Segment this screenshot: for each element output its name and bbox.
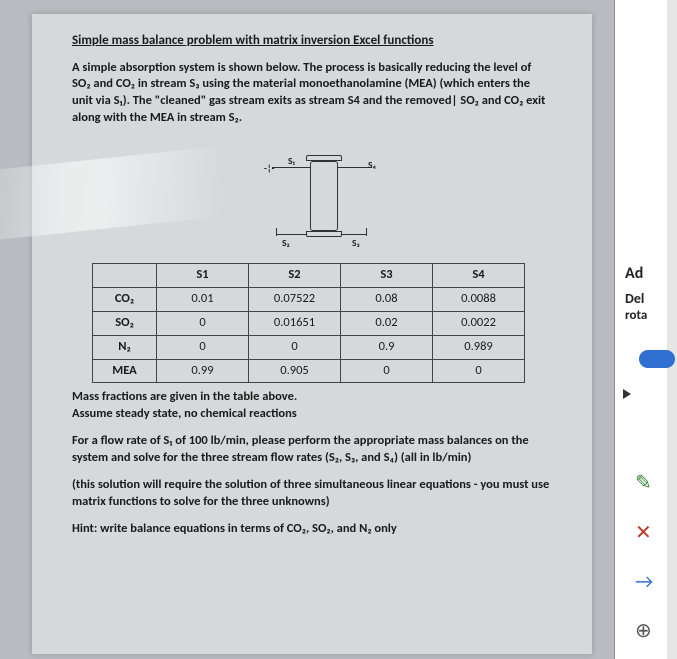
table-row: MEA 0.99 0.905 0 0 bbox=[93, 359, 525, 383]
cell: 0.905 bbox=[249, 359, 341, 383]
right-sidebar: Ad Del rota ✎ ✕ → ⊕ bbox=[614, 0, 677, 659]
cell: 0.9 bbox=[341, 335, 433, 359]
pipe-s3-v bbox=[366, 228, 367, 236]
sidebar-text-fragment: Ad bbox=[625, 264, 643, 283]
note-matrix: (this solution will require the solution… bbox=[72, 477, 552, 511]
pipe-s2-h bbox=[276, 234, 306, 235]
add-icon[interactable]: ⊕ bbox=[635, 618, 652, 643]
label-s3: S₃ bbox=[352, 237, 360, 250]
document-page: Simple mass balance problem with matrix … bbox=[32, 14, 592, 654]
column-bottom-cap bbox=[306, 231, 342, 237]
row-label: MEA bbox=[93, 359, 157, 383]
sidebar-text-fragment: Del bbox=[625, 290, 644, 307]
absorption-column-diagram: S₁ -¦- S₄ S₂ S₃ bbox=[72, 135, 552, 255]
play-icon[interactable] bbox=[623, 389, 631, 399]
col-header: S1 bbox=[157, 264, 249, 288]
cell: 0 bbox=[341, 359, 433, 383]
cell: 0.0022 bbox=[433, 311, 525, 335]
toggle-pill[interactable] bbox=[639, 350, 675, 368]
cell: 0 bbox=[157, 335, 249, 359]
arrow-right-icon[interactable]: → bbox=[635, 570, 653, 594]
row-label: CO₂ bbox=[93, 287, 157, 311]
sidebar-text-fragment: rota bbox=[625, 308, 647, 323]
cell: 0.08 bbox=[341, 287, 433, 311]
table-row: SO₂ 0 0.01651 0.02 0.0022 bbox=[93, 311, 525, 335]
document-viewport: Simple mass balance problem with matrix … bbox=[0, 0, 614, 659]
table-row: CO₂ 0.01 0.07522 0.08 0.0088 bbox=[93, 287, 525, 311]
dash-s1: -¦- bbox=[264, 162, 275, 175]
pipe-s4 bbox=[338, 167, 372, 168]
pipe-s3-h bbox=[342, 234, 366, 235]
cell: 0 bbox=[157, 311, 249, 335]
hint-paragraph: Hint: write balance equations in terms o… bbox=[72, 521, 552, 538]
cell: 0 bbox=[433, 359, 525, 383]
label-s2: S₂ bbox=[282, 237, 290, 250]
col-header: S4 bbox=[433, 264, 525, 288]
cell: 0.01 bbox=[157, 287, 249, 311]
edit-icon[interactable]: ✎ bbox=[635, 470, 652, 495]
task-paragraph: For a flow rate of S₁ of 100 lb/min, ple… bbox=[72, 433, 552, 467]
label-s1: S₁ bbox=[288, 155, 295, 168]
col-header: S3 bbox=[341, 264, 433, 288]
row-label: SO₂ bbox=[93, 311, 157, 335]
cell: 0.0088 bbox=[433, 287, 525, 311]
table-corner bbox=[93, 264, 157, 288]
table-header-row: S1 S2 S3 S4 bbox=[93, 264, 525, 288]
row-label: N₂ bbox=[93, 335, 157, 359]
scrollbar-track[interactable] bbox=[667, 0, 677, 659]
cell: 0.99 bbox=[157, 359, 249, 383]
cell: 0 bbox=[249, 335, 341, 359]
cell: 0.02 bbox=[341, 311, 433, 335]
pipe-s2-v bbox=[276, 228, 277, 236]
col-header: S2 bbox=[249, 264, 341, 288]
note-fractions: Mass fractions are given in the table ab… bbox=[72, 389, 552, 423]
label-s4: S₄ bbox=[368, 159, 376, 172]
cell: 0.07522 bbox=[249, 287, 341, 311]
table-row: N₂ 0 0 0.9 0.989 bbox=[93, 335, 525, 359]
cell: 0.01651 bbox=[249, 311, 341, 335]
cell: 0.989 bbox=[433, 335, 525, 359]
column-body bbox=[310, 161, 338, 231]
mass-fraction-table: S1 S2 S3 S4 CO₂ 0.01 0.07522 0.08 0.0088… bbox=[92, 263, 525, 383]
page-title: Simple mass balance problem with matrix … bbox=[72, 32, 552, 50]
close-icon[interactable]: ✕ bbox=[635, 520, 652, 545]
intro-paragraph: A simple absorption system is shown belo… bbox=[72, 60, 552, 128]
